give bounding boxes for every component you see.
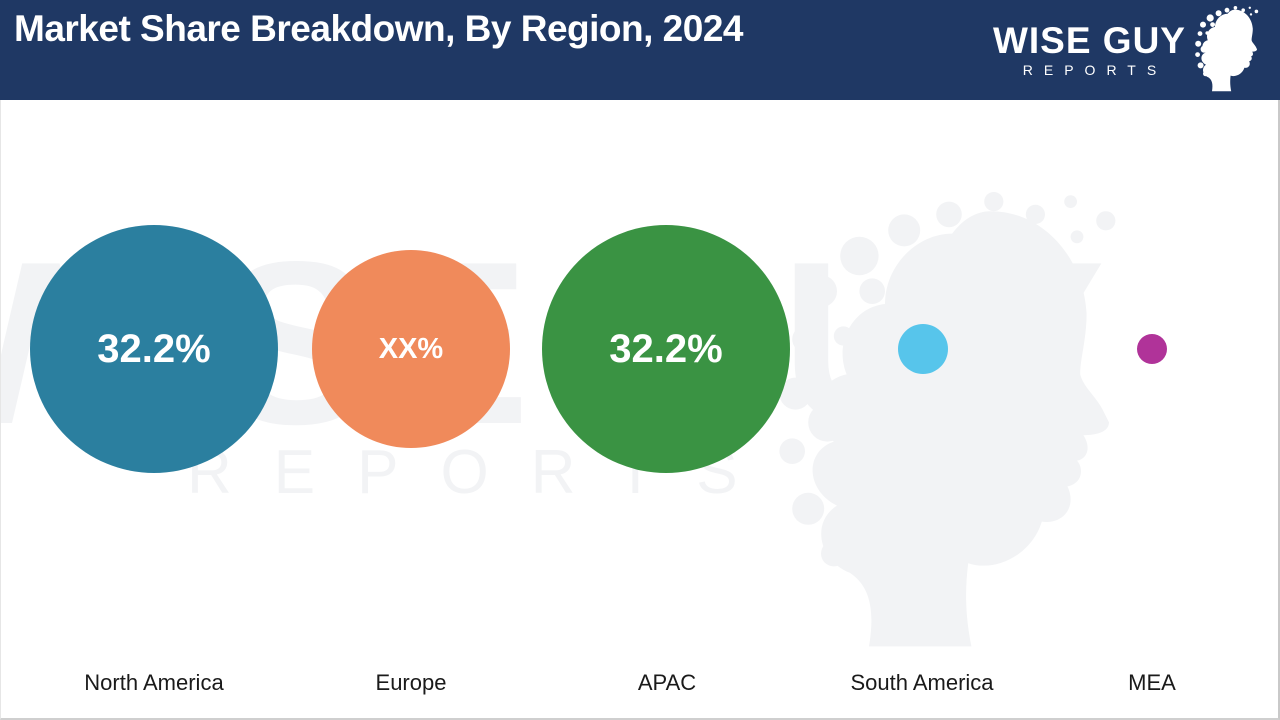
chart-area: WISE GUY REPORTS 32.2% XX% 32.2% North A…: [0, 100, 1280, 720]
logo-wordmark: WISE GUY REPORTS: [992, 20, 1186, 79]
watermark-head-icon: [773, 192, 1189, 672]
bubble-south-america: [898, 324, 948, 374]
category-label-europe: Europe: [375, 670, 447, 695]
bubble-value-north-america: 32.2%: [97, 326, 211, 371]
category-label-south-america: South America: [850, 670, 994, 695]
category-label-north-america: North America: [84, 670, 224, 695]
category-label-apac: APAC: [637, 670, 697, 695]
header: Market Share Breakdown, By Region, 2024 …: [0, 0, 1280, 100]
logo-text-wise-guy: WISE GUY: [992, 20, 1186, 61]
logo-text-reports: REPORTS: [1022, 62, 1168, 78]
bubble-north-america: 32.2%: [30, 225, 278, 473]
wiseguy-head-icon: [1194, 6, 1272, 96]
bubble-europe: XX%: [312, 250, 510, 448]
category-label-mea: MEA: [1128, 670, 1176, 695]
bubble-apac: 32.2%: [542, 225, 790, 473]
page-title: Market Share Breakdown, By Region, 2024: [14, 8, 744, 49]
bubble-value-apac: 32.2%: [609, 326, 723, 371]
bubble-mea: [1137, 334, 1167, 364]
bubble-value-europe: XX%: [378, 332, 444, 365]
